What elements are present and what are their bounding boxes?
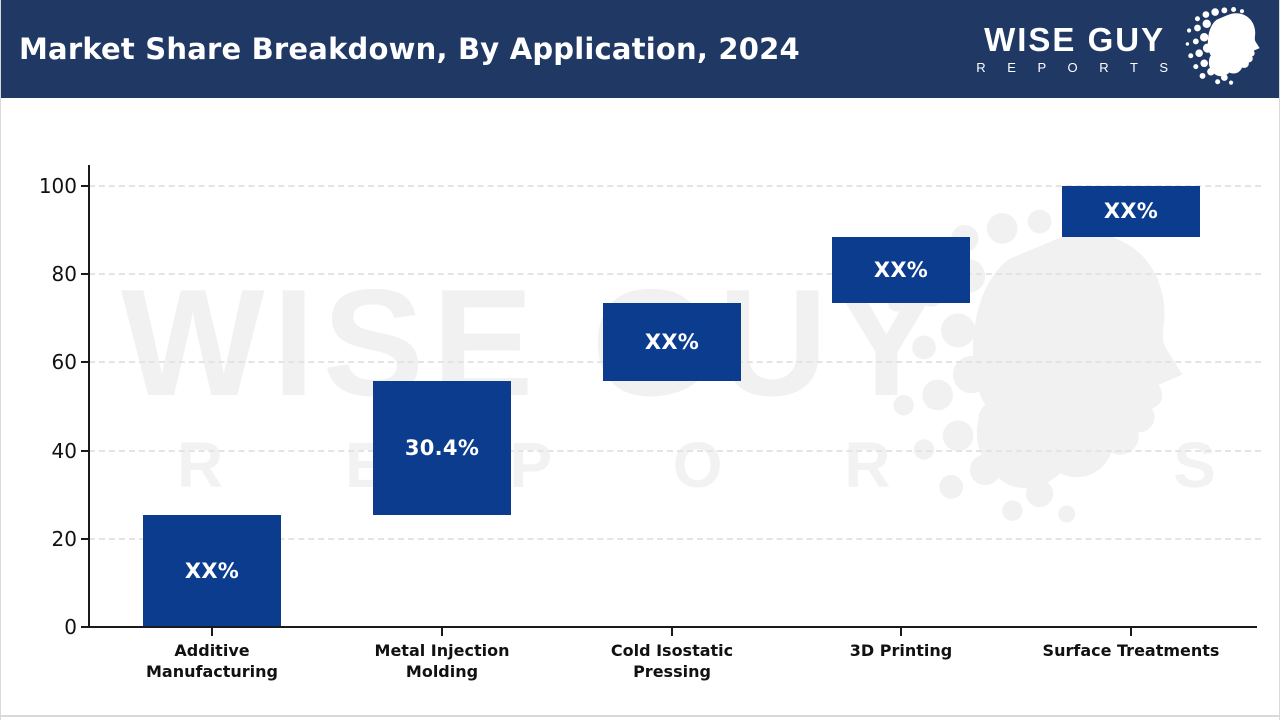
y-axis-tick-label: 60 <box>51 350 77 375</box>
x-axis-category-label: Additive Manufacturing <box>146 641 278 681</box>
x-axis-category-label: Cold Isostatic Pressing <box>610 641 734 681</box>
page-bottom-border <box>1 715 1279 717</box>
x-axis-category-label: Surface Treatments <box>1042 641 1220 660</box>
x-axis-tick <box>671 627 673 636</box>
x-axis-tick <box>211 627 213 636</box>
bar-value-label: XX% <box>644 330 700 355</box>
x-axis-tick <box>441 627 443 636</box>
y-axis-tick-label: 40 <box>51 438 77 463</box>
bar-segment[interactable]: XX% <box>1062 186 1200 237</box>
y-axis-tick <box>81 449 89 452</box>
dotted-face-profile-icon <box>1185 7 1260 85</box>
bar-segment[interactable]: 30.4% <box>373 380 511 515</box>
bar-segment[interactable]: XX% <box>603 303 741 381</box>
x-axis-tick <box>900 627 902 636</box>
y-axis-tick-label: 80 <box>51 262 77 287</box>
chart-plot-area: WISE GUY R E P O R T S 0 20 40 60 80 100 XX% 30… <box>1 98 1279 720</box>
gridline-80 <box>89 273 1261 276</box>
bar-value-label: XX% <box>1103 199 1159 224</box>
y-axis-tick-label: 100 <box>38 174 77 198</box>
y-axis-tick <box>81 537 89 540</box>
gridline-20 <box>89 537 1261 540</box>
x-axis-category-label: 3D Printing <box>849 641 953 660</box>
chart-title: Market Share Breakdown, By Application, … <box>19 32 800 66</box>
logo-text: WISE GUY R E P O R T S <box>972 23 1177 75</box>
x-axis-spine <box>88 626 1257 628</box>
x-axis-tick <box>1130 627 1132 636</box>
gridline-40 <box>89 449 1261 452</box>
logo-wordmark: WISE GUY <box>984 21 1166 58</box>
y-axis-tick <box>81 626 89 628</box>
y-axis-spine <box>88 165 90 628</box>
bar-value-label: 30.4% <box>404 435 480 460</box>
bar-value-label: XX% <box>873 257 929 282</box>
bar-segment[interactable]: XX% <box>832 236 970 304</box>
y-axis-tick-label: 0 <box>64 615 77 639</box>
y-axis-tick-label: 20 <box>51 526 77 551</box>
watermark-wordmark: WISE GUY <box>121 258 946 428</box>
x-axis-category-label: Metal Injection Molding <box>374 641 510 681</box>
y-axis-tick <box>81 273 89 276</box>
bar-value-label: XX% <box>184 558 240 583</box>
watermark-dotted-face-icon <box>883 208 1183 523</box>
wise-guy-reports-logo: WISE GUY R E P O R T S <box>972 7 1263 91</box>
header-bar: Market Share Breakdown, By Application, … <box>1 0 1279 98</box>
y-axis-tick <box>81 361 89 364</box>
gridline-100 <box>89 185 1261 187</box>
y-axis-tick <box>81 185 89 187</box>
bar-segment[interactable]: XX% <box>143 514 281 627</box>
logo-subtitle: R E P O R T S <box>976 60 1177 75</box>
